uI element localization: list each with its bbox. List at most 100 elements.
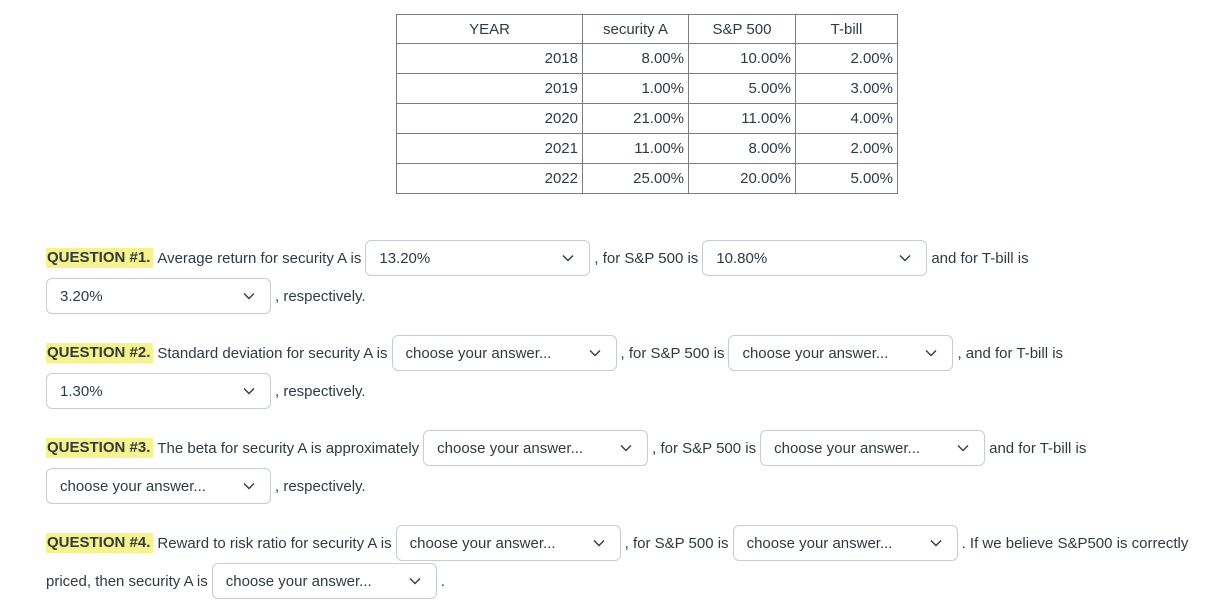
question-4-line-1: QUESTION #4. Reward to risk ratio for se…	[46, 525, 1188, 561]
chevron-down-icon	[896, 249, 914, 267]
q2-sp500-dropdown[interactable]: choose your answer...	[728, 335, 954, 371]
cell-year: 2022	[396, 163, 583, 194]
cell-year: 2019	[396, 73, 583, 104]
cell-year: 2021	[396, 133, 583, 164]
question-text: and for T-bill is	[931, 249, 1029, 267]
cell-sp500: 11.00%	[688, 103, 796, 134]
chevron-down-icon	[590, 534, 608, 552]
cell-tbill: 2.00%	[795, 133, 898, 164]
cell-tbill: 3.00%	[795, 73, 898, 104]
question-text: , respectively.	[275, 287, 366, 305]
chevron-down-icon	[586, 344, 604, 362]
dropdown-value: choose your answer...	[225, 572, 372, 590]
q3-sp500-dropdown[interactable]: choose your answer...	[760, 430, 986, 466]
chevron-down-icon	[922, 344, 940, 362]
table-row: 2018 8.00% 10.00% 2.00%	[396, 43, 898, 74]
chevron-down-icon	[240, 477, 258, 495]
question-2-line-1: QUESTION #2. Standard deviation for secu…	[46, 335, 1063, 371]
question-text: priced, then security A is	[46, 572, 208, 590]
dropdown-value: 13.20%	[379, 249, 431, 267]
dropdown-value: choose your answer...	[60, 477, 206, 495]
question-4-label: QUESTION #4.	[46, 533, 154, 553]
cell-sec-a: 1.00%	[582, 73, 689, 104]
question-text: Standard deviation for security A is	[157, 344, 388, 362]
table-row: 2020 21.00% 11.00% 4.00%	[396, 103, 898, 134]
dropdown-value: choose your answer...	[746, 534, 893, 552]
question-4-line-2: priced, then security A is choose your a…	[46, 563, 1188, 599]
table-row: 2022 25.00% 20.00% 5.00%	[396, 163, 898, 194]
question-1-line-1: QUESTION #1. Average return for security…	[46, 240, 1029, 276]
dropdown-value: choose your answer...	[409, 534, 556, 552]
question-text: and for T-bill is	[989, 439, 1087, 457]
question-text: , for S&P 500 is	[620, 344, 725, 362]
question-text: .	[440, 572, 445, 590]
question-3: QUESTION #3. The beta for security A is …	[46, 430, 1086, 504]
q1-tbill-dropdown[interactable]: 3.20%	[46, 278, 271, 314]
question-4: QUESTION #4. Reward to risk ratio for se…	[46, 525, 1188, 599]
question-3-label: QUESTION #3.	[46, 438, 154, 458]
question-text: , for S&P 500 is	[652, 439, 757, 457]
chevron-down-icon	[240, 287, 258, 305]
cell-sp500: 8.00%	[688, 133, 796, 164]
dropdown-value: choose your answer...	[405, 344, 552, 362]
q4-security-a-dropdown[interactable]: choose your answer...	[395, 525, 621, 561]
cell-tbill: 5.00%	[795, 163, 898, 194]
q1-sp500-dropdown[interactable]: 10.80%	[702, 240, 928, 276]
cell-sec-a: 8.00%	[582, 43, 689, 74]
question-text: . If we believe S&P500 is correctly	[961, 534, 1189, 552]
cell-year: 2018	[396, 43, 583, 74]
question-3-line-2: choose your answer... , respectively.	[46, 468, 1086, 504]
cell-tbill: 2.00%	[795, 43, 898, 74]
dropdown-value: choose your answer...	[774, 439, 921, 457]
question-text: , respectively.	[275, 382, 366, 400]
q2-security-a-dropdown[interactable]: choose your answer...	[391, 335, 617, 371]
dropdown-value: choose your answer...	[742, 344, 889, 362]
dropdown-value: 3.20%	[60, 287, 103, 305]
question-1: QUESTION #1. Average return for security…	[46, 240, 1029, 314]
chevron-down-icon	[617, 439, 635, 457]
question-text: , for S&P 500 is	[624, 534, 729, 552]
table-row: 2019 1.00% 5.00% 3.00%	[396, 73, 898, 104]
cell-sec-a: 11.00%	[582, 133, 689, 164]
cell-sec-a: 25.00%	[582, 163, 689, 194]
cell-year: 2020	[396, 103, 583, 134]
q3-security-a-dropdown[interactable]: choose your answer...	[423, 430, 649, 466]
question-text: , respectively.	[275, 477, 366, 495]
dropdown-value: 10.80%	[716, 249, 768, 267]
q4-sp500-dropdown[interactable]: choose your answer...	[732, 525, 958, 561]
chevron-down-icon	[559, 249, 577, 267]
cell-tbill: 4.00%	[795, 103, 898, 134]
table-row: 2021 11.00% 8.00% 2.00%	[396, 133, 898, 164]
returns-table: YEAR security A S&P 500 T-bill 2018 8.00…	[396, 14, 898, 194]
question-1-line-2: 3.20% , respectively.	[46, 278, 1029, 314]
q2-tbill-dropdown[interactable]: 1.30%	[46, 373, 271, 409]
table-header-tbill: T-bill	[795, 14, 898, 44]
q3-tbill-dropdown[interactable]: choose your answer...	[46, 468, 271, 504]
chevron-down-icon	[406, 572, 424, 590]
question-text: Average return for security A is	[157, 249, 362, 267]
question-1-label: QUESTION #1.	[46, 248, 154, 268]
table-header-row: YEAR security A S&P 500 T-bill	[396, 14, 898, 44]
question-2: QUESTION #2. Standard deviation for secu…	[46, 335, 1063, 409]
question-2-label: QUESTION #2.	[46, 343, 154, 363]
table-header-security-a: security A	[582, 14, 689, 44]
chevron-down-icon	[954, 439, 972, 457]
cell-sp500: 5.00%	[688, 73, 796, 104]
q4-conclusion-dropdown[interactable]: choose your answer...	[211, 563, 437, 599]
question-2-line-2: 1.30% , respectively.	[46, 373, 1063, 409]
question-text: , for S&P 500 is	[594, 249, 699, 267]
cell-sec-a: 21.00%	[582, 103, 689, 134]
question-3-line-1: QUESTION #3. The beta for security A is …	[46, 430, 1086, 466]
question-text: The beta for security A is approximately	[157, 439, 420, 457]
cell-sp500: 20.00%	[688, 163, 796, 194]
table-header-year: YEAR	[396, 14, 583, 44]
dropdown-value: choose your answer...	[437, 439, 584, 457]
table-header-sp500: S&P 500	[688, 14, 796, 44]
question-text: , and for T-bill is	[957, 344, 1064, 362]
chevron-down-icon	[927, 534, 945, 552]
cell-sp500: 10.00%	[688, 43, 796, 74]
q1-security-a-dropdown[interactable]: 13.20%	[365, 240, 591, 276]
dropdown-value: 1.30%	[60, 382, 103, 400]
question-text: Reward to risk ratio for security A is	[157, 534, 392, 552]
